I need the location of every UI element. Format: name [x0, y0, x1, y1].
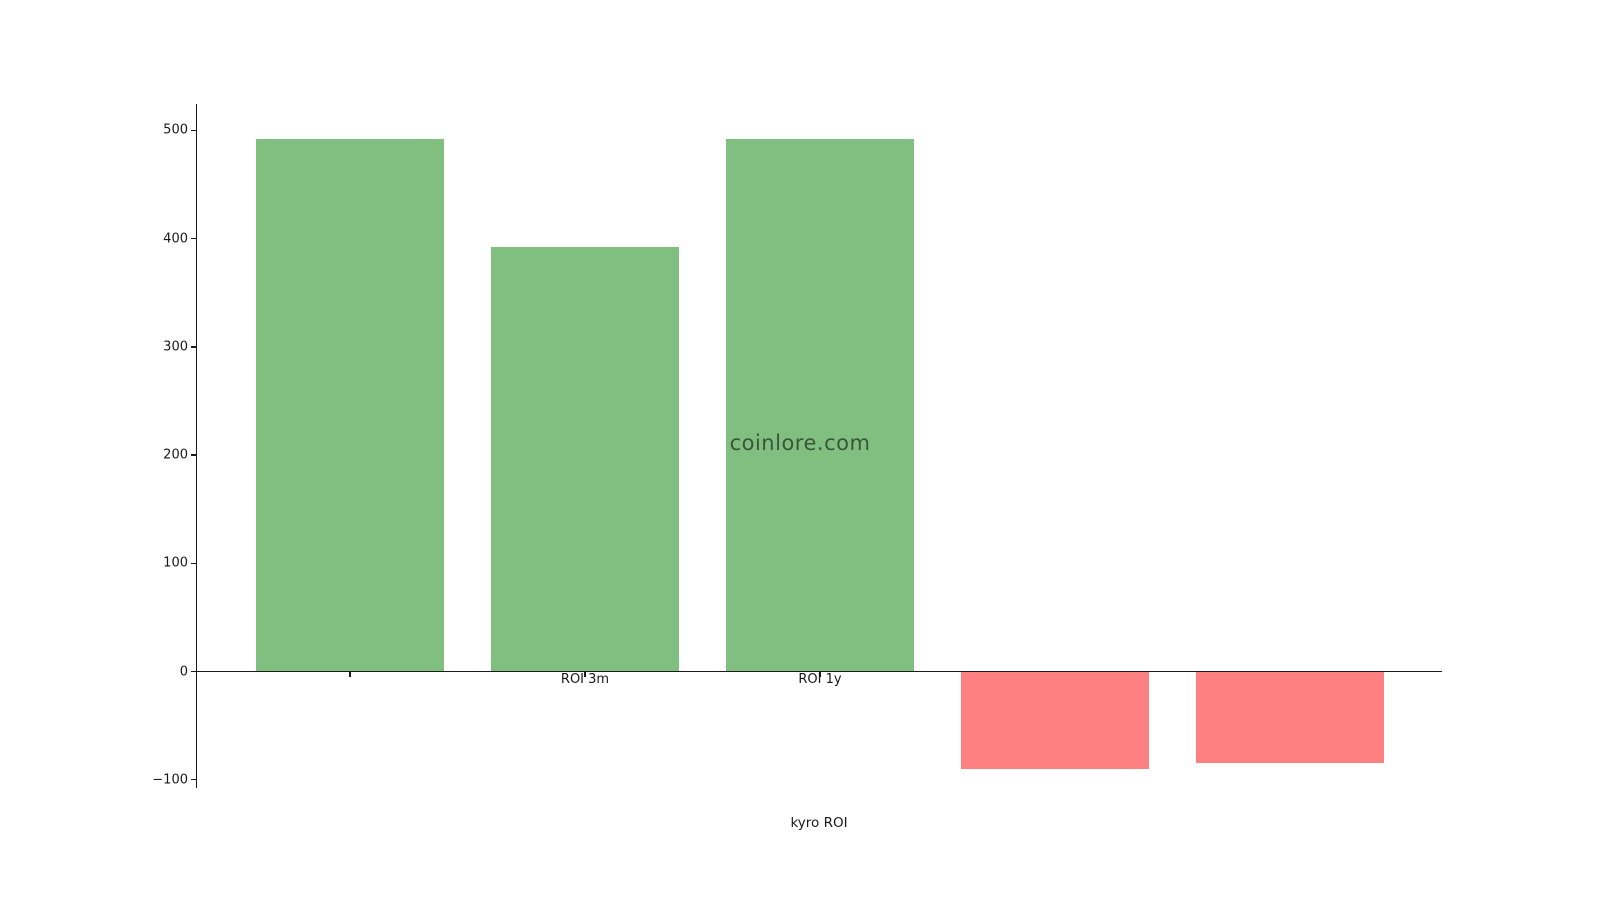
y-tick-mark [191, 454, 196, 456]
y-tick-label: 0 [179, 664, 188, 679]
bar-5 [1196, 671, 1384, 764]
x-tick-mark [584, 671, 586, 677]
y-tick-label: 300 [163, 339, 188, 355]
bar-4 [961, 671, 1149, 769]
x-tick-label: ROI 1y [798, 672, 842, 687]
y-tick-label: 200 [163, 447, 188, 463]
y-tick-label: 400 [163, 231, 188, 247]
y-tick-label: 100 [163, 555, 188, 571]
x-tick-label: ROI 3m [560, 672, 610, 687]
y-tick-mark [191, 562, 196, 564]
y-axis-line [195, 104, 197, 788]
x-tick-mark [349, 671, 351, 677]
x-tick-mark [819, 671, 821, 677]
y-tick-mark [191, 779, 196, 781]
y-tick-mark [191, 346, 196, 348]
watermark-text: coinlore.com [729, 431, 871, 455]
y-tick-mark [191, 129, 196, 132]
y-tick-mark [191, 237, 196, 240]
y-tick-mark [191, 670, 196, 673]
bar-3 [726, 139, 914, 672]
x-axis-line [195, 670, 1442, 673]
y-tick-label: 500 [163, 122, 188, 138]
bar-1 [256, 139, 444, 672]
x-axis-title: kyro ROI [790, 815, 848, 831]
bar-2 [491, 247, 679, 672]
y-tick-label: −100 [152, 772, 188, 788]
